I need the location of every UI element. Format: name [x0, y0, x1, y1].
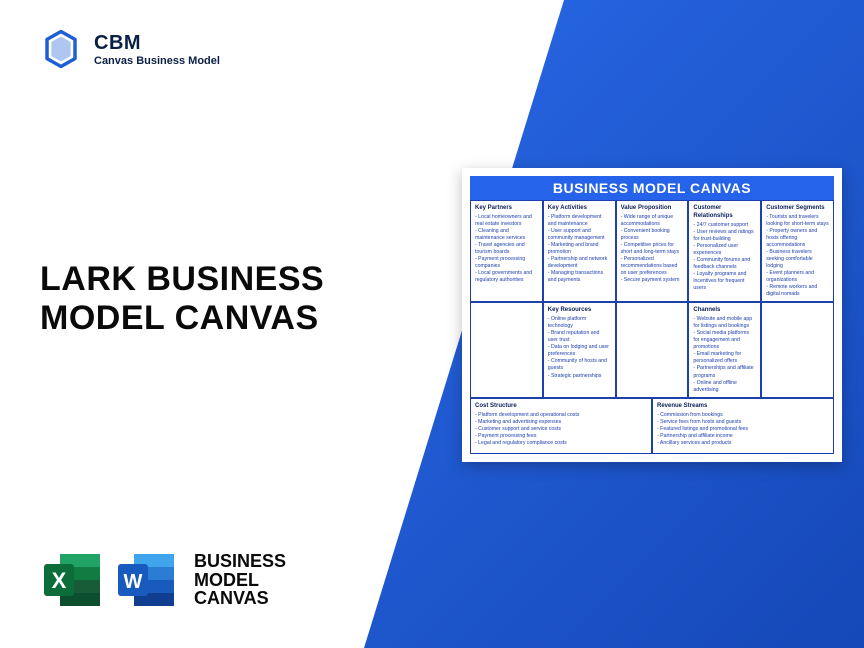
list-item: Tourists and travelers looking for short…	[766, 214, 829, 228]
cell-key-resources: Key Resources Online platform technology…	[543, 302, 616, 397]
word-icon: W	[114, 548, 178, 612]
cell-value-proposition: Value Proposition Wide range of unique a…	[616, 200, 689, 302]
list-item: Community of hosts and guests	[548, 358, 611, 372]
list-item: Email marketing for personalized offers	[693, 351, 756, 365]
list-item: Ancillary services and products	[657, 440, 829, 447]
list-item: Partnership and network development	[548, 256, 611, 270]
list-item: Local homeowners and real estate investo…	[475, 214, 538, 228]
list-item: Payment processing companies	[475, 256, 538, 270]
page-title-line2: MODEL CANVAS	[40, 299, 324, 338]
list-item: Community forums and feedback channels	[693, 257, 756, 271]
page-title-line1: LARK BUSINESS	[40, 260, 324, 299]
list-item: Payment processing fees	[475, 433, 647, 440]
list-item: Commission from bookings	[657, 412, 829, 419]
list-item: Data on lodging and user preferences	[548, 344, 611, 358]
list-item: Strategic partnerships	[548, 373, 611, 380]
cell-empty-1	[470, 302, 543, 397]
list-item: Legal and regulatory compliance costs	[475, 440, 647, 447]
canvas-preview: BUSINESS MODEL CANVAS Key Partners Local…	[462, 168, 842, 462]
cell-key-activities: Key Activities Platform development and …	[543, 200, 616, 302]
list-item: Remote workers and digital nomads	[766, 284, 829, 298]
apps-label: BUSINESS MODEL CANVAS	[194, 552, 286, 609]
list-item: Competitive prices for short and long-te…	[621, 242, 684, 256]
list-item: Service fees from hosts and guests	[657, 419, 829, 426]
list-item: Cleaning and maintenance services	[475, 228, 538, 242]
list-item: Social media platforms for engagement an…	[693, 330, 756, 351]
list-item: Personalized recommendations based on us…	[621, 256, 684, 277]
svg-text:X: X	[52, 568, 67, 593]
cell-key-partners: Key Partners Local homeowners and real e…	[470, 200, 543, 302]
brand-logo: CBM Canvas Business Model	[40, 28, 220, 70]
list-item: Website and mobile app for listings and …	[693, 316, 756, 330]
list-item: Platform development and maintenance	[548, 214, 611, 228]
canvas-grid: Key Partners Local homeowners and real e…	[470, 200, 834, 454]
list-item: 24/7 customer support	[693, 222, 756, 229]
list-item: Business travelers seeking comfortable l…	[766, 249, 829, 270]
list-item: Loyalty programs and incentives for freq…	[693, 271, 756, 292]
cell-cost-structure: Cost Structure Platform development and …	[470, 398, 652, 454]
list-item: Platform development and operational cos…	[475, 412, 647, 419]
list-item: Secure payment system	[621, 277, 684, 284]
list-item: Travel agencies and tourism boards	[475, 242, 538, 256]
list-item: Online platform technology	[548, 316, 611, 330]
list-item: Marketing and advertising expenses	[475, 419, 647, 426]
list-item: Online and offline advertising	[693, 380, 756, 394]
list-item: Customer support and service costs	[475, 426, 647, 433]
apps-row: X W BUSINESS MODEL CANVAS	[40, 548, 286, 612]
list-item: Brand reputation and user trust	[548, 330, 611, 344]
page-title: LARK BUSINESS MODEL CANVAS	[40, 260, 324, 338]
list-item: Personalized user experiences	[693, 243, 756, 257]
svg-text:W: W	[124, 571, 143, 593]
cell-empty-2	[616, 302, 689, 397]
cell-empty-3	[761, 302, 834, 397]
cell-revenue-streams: Revenue Streams Commission from bookings…	[652, 398, 834, 454]
cell-customer-segments: Customer Segments Tourists and travelers…	[761, 200, 834, 302]
list-item: Managing transactions and payments	[548, 270, 611, 284]
logo-subtitle: Canvas Business Model	[94, 55, 220, 67]
cbm-logo-icon	[40, 28, 82, 70]
cell-channels: Channels Website and mobile app for list…	[688, 302, 761, 397]
list-item: Event planners and organizations	[766, 270, 829, 284]
list-item: Marketing and brand promotion	[548, 242, 611, 256]
cell-customer-relationships: Customer Relationships 24/7 customer sup…	[688, 200, 761, 302]
list-item: User reviews and ratings for trust-build…	[693, 229, 756, 243]
list-item: Featured listings and promotional fees	[657, 426, 829, 433]
list-item: User support and community management	[548, 228, 611, 242]
canvas-header: BUSINESS MODEL CANVAS	[470, 176, 834, 200]
list-item: Local governments and regulatory authori…	[475, 270, 538, 284]
list-item: Property owners and hosts offering accom…	[766, 228, 829, 249]
list-item: Partnerships and affiliate programs	[693, 365, 756, 379]
list-item: Partnership and affiliate income	[657, 433, 829, 440]
list-item: Convenient booking process	[621, 228, 684, 242]
list-item: Wide range of unique accommodations	[621, 214, 684, 228]
excel-icon: X	[40, 548, 104, 612]
logo-title: CBM	[94, 32, 220, 55]
